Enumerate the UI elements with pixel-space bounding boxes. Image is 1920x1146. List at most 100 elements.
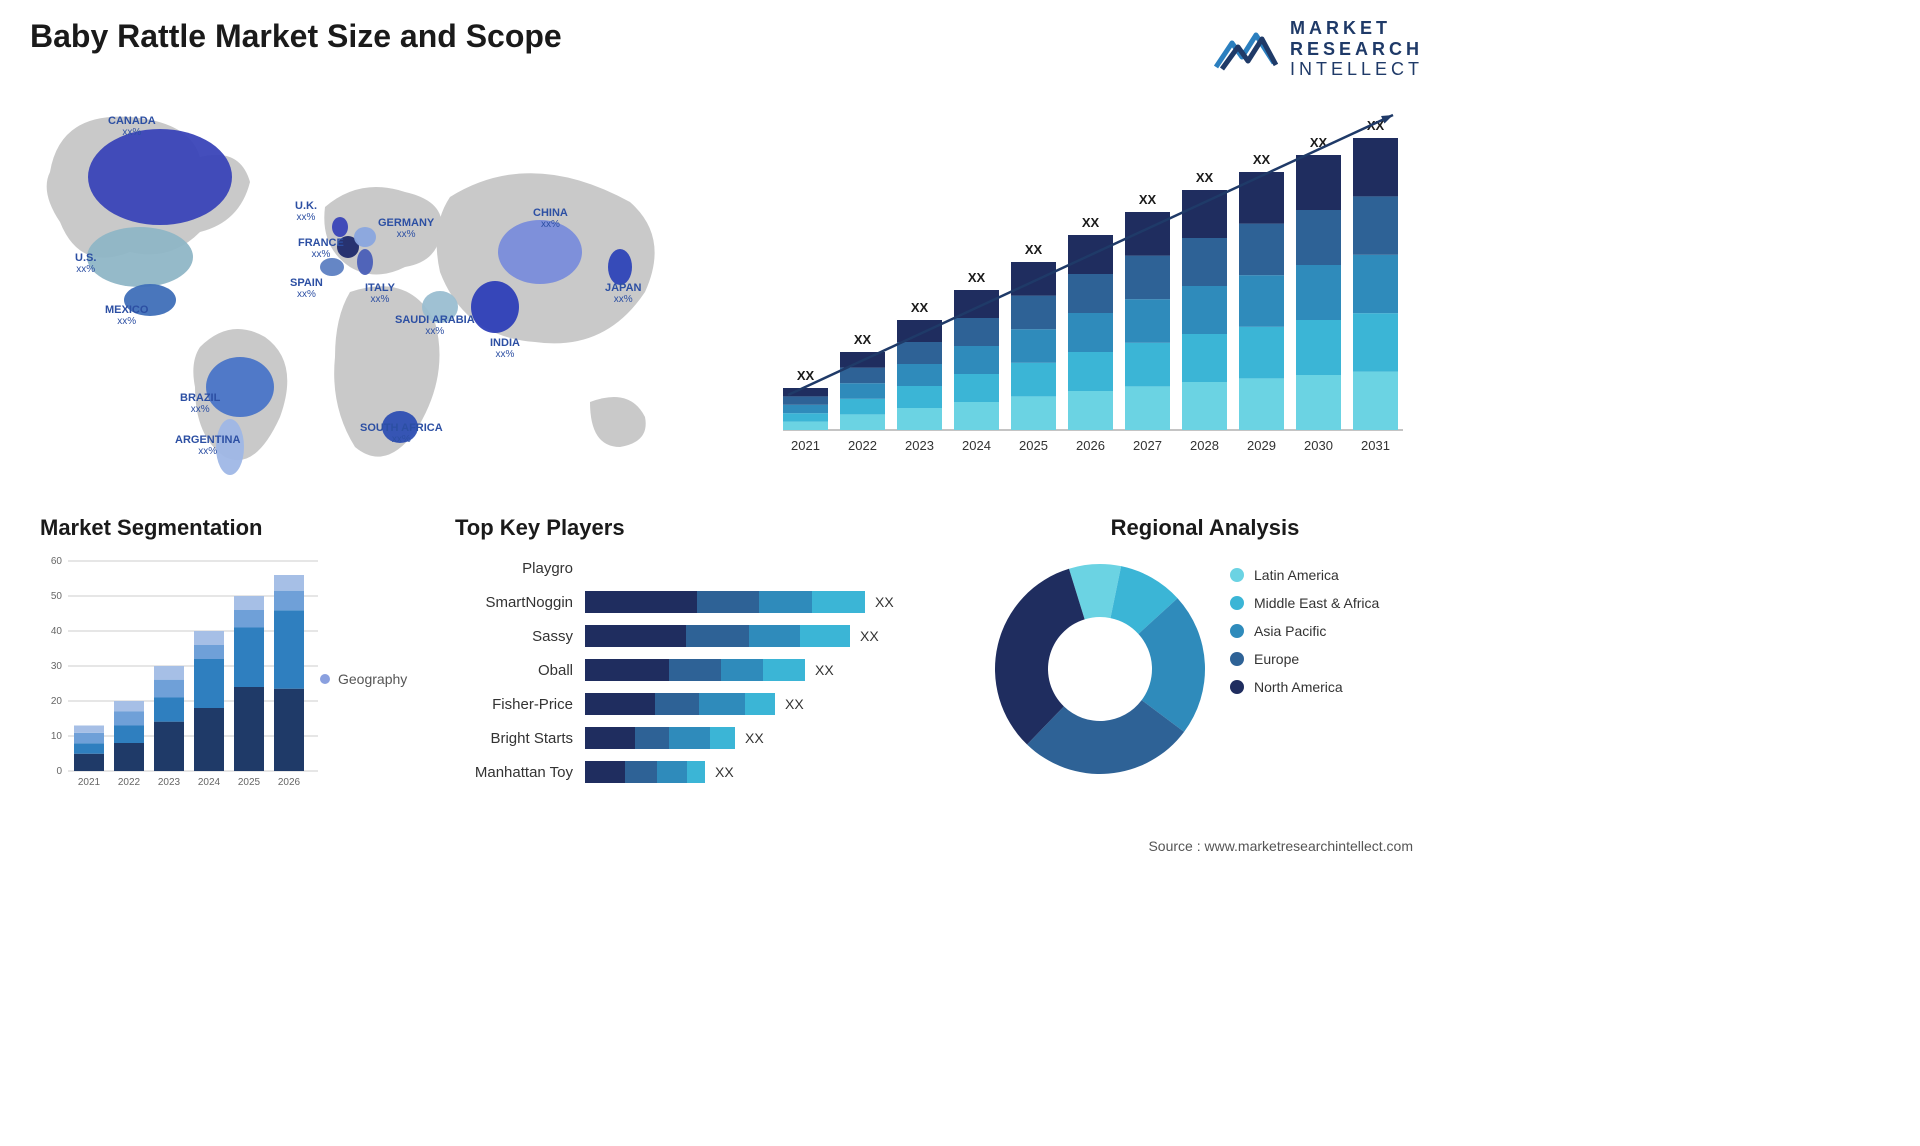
player-bar: XX bbox=[585, 659, 965, 681]
map-country-label: U.S.xx% bbox=[75, 252, 96, 275]
legend-swatch-icon bbox=[1230, 624, 1244, 638]
player-row: Sassy XX bbox=[455, 619, 965, 653]
map-country-label: MEXICOxx% bbox=[105, 304, 148, 327]
player-bar-segment bbox=[625, 761, 657, 783]
player-value-label: XX bbox=[860, 628, 879, 644]
regional-legend-label: North America bbox=[1254, 679, 1343, 695]
legend-swatch-icon bbox=[1230, 568, 1244, 582]
player-bar-segment bbox=[759, 591, 812, 613]
player-bar-segment bbox=[699, 693, 745, 715]
logo-line1: MARKET bbox=[1290, 18, 1423, 39]
svg-text:XX: XX bbox=[1139, 192, 1157, 207]
logo-line2: RESEARCH bbox=[1290, 39, 1423, 60]
svg-text:50: 50 bbox=[51, 591, 63, 602]
map-country-label: JAPANxx% bbox=[605, 282, 641, 305]
logo-mark-icon bbox=[1212, 23, 1278, 75]
logo-line3: INTELLECT bbox=[1290, 59, 1423, 80]
player-value-label: XX bbox=[785, 696, 804, 712]
svg-text:XX: XX bbox=[911, 300, 929, 315]
map-country-label: INDIAxx% bbox=[490, 337, 520, 360]
map-country-label: BRAZILxx% bbox=[180, 392, 220, 415]
svg-text:40: 40 bbox=[51, 626, 63, 637]
player-value-label: XX bbox=[875, 594, 894, 610]
legend-swatch-icon bbox=[1230, 680, 1244, 694]
player-bar-segment bbox=[745, 693, 775, 715]
regional-legend: Latin America Middle East & Africa Asia Pa… bbox=[1230, 567, 1379, 779]
player-bar-segment bbox=[657, 761, 687, 783]
svg-text:2031: 2031 bbox=[1361, 438, 1390, 453]
svg-text:2026: 2026 bbox=[278, 777, 301, 788]
svg-text:2025: 2025 bbox=[238, 777, 261, 788]
player-row: Fisher-Price XX bbox=[455, 687, 965, 721]
map-country-label: CANADAxx% bbox=[108, 115, 156, 138]
svg-text:30: 30 bbox=[51, 661, 63, 672]
player-bar-segment bbox=[585, 659, 669, 681]
key-players-list: PlaygroSmartNogginXXSassyXXOballXXFisher… bbox=[455, 551, 965, 789]
player-bar-segment bbox=[763, 659, 805, 681]
regional-legend-item: Asia Pacific bbox=[1230, 623, 1379, 639]
svg-text:XX: XX bbox=[1253, 152, 1271, 167]
player-bar-segment bbox=[585, 625, 686, 647]
player-bar-segment bbox=[686, 625, 750, 647]
segmentation-legend-label: Geography bbox=[338, 671, 407, 687]
legend-swatch-icon bbox=[1230, 596, 1244, 610]
source-attribution: Source : www.marketresearchintellect.com bbox=[1148, 838, 1413, 854]
svg-text:60: 60 bbox=[51, 556, 63, 567]
player-bar-segment bbox=[635, 727, 670, 749]
map-country-label: SPAINxx% bbox=[290, 277, 323, 300]
legend-swatch-icon bbox=[320, 674, 330, 684]
player-bar-segment bbox=[721, 659, 763, 681]
svg-text:0: 0 bbox=[56, 766, 62, 777]
svg-text:2026: 2026 bbox=[1076, 438, 1105, 453]
map-country-label: CHINAxx% bbox=[533, 207, 568, 230]
map-country-label: GERMANYxx% bbox=[378, 217, 434, 240]
svg-text:2022: 2022 bbox=[118, 777, 141, 788]
svg-text:2023: 2023 bbox=[158, 777, 181, 788]
player-value-label: XX bbox=[745, 730, 764, 746]
regional-legend-item: Latin America bbox=[1230, 567, 1379, 583]
regional-legend-label: Middle East & Africa bbox=[1254, 595, 1379, 611]
player-name-label: Bright Starts bbox=[455, 730, 585, 747]
player-row: Oball XX bbox=[455, 653, 965, 687]
player-bar-segment bbox=[585, 761, 625, 783]
player-name-label: Playgro bbox=[455, 560, 585, 577]
svg-text:20: 20 bbox=[51, 696, 63, 707]
svg-text:2022: 2022 bbox=[848, 438, 877, 453]
player-bar-segment bbox=[812, 591, 865, 613]
player-bar-segment bbox=[697, 591, 759, 613]
regional-legend-label: Europe bbox=[1254, 651, 1299, 667]
player-bar: XX bbox=[585, 625, 965, 647]
svg-text:XX: XX bbox=[797, 368, 815, 383]
segmentation-title: Market Segmentation bbox=[40, 515, 440, 541]
svg-text:2027: 2027 bbox=[1133, 438, 1162, 453]
svg-text:XX: XX bbox=[1082, 215, 1100, 230]
player-bar-segment bbox=[669, 659, 722, 681]
segmentation-legend: Geography bbox=[320, 671, 407, 687]
svg-text:2023: 2023 bbox=[905, 438, 934, 453]
regional-donut-chart bbox=[990, 559, 1210, 779]
player-name-label: Manhattan Toy bbox=[455, 764, 585, 781]
regional-legend-item: Middle East & Africa bbox=[1230, 595, 1379, 611]
player-bar-segment bbox=[710, 727, 736, 749]
player-name-label: Oball bbox=[455, 662, 585, 679]
player-name-label: SmartNoggin bbox=[455, 594, 585, 611]
key-players-section: Top Key Players PlaygroSmartNogginXXSass… bbox=[455, 515, 965, 789]
player-bar-segment bbox=[687, 761, 705, 783]
regional-legend-label: Asia Pacific bbox=[1254, 623, 1326, 639]
player-bar: XX bbox=[585, 591, 965, 613]
player-name-label: Fisher-Price bbox=[455, 696, 585, 713]
segmentation-section: Market Segmentation 01020304050602021202… bbox=[40, 515, 440, 796]
player-value-label: XX bbox=[815, 662, 834, 678]
key-players-title: Top Key Players bbox=[455, 515, 965, 541]
legend-swatch-icon bbox=[1230, 652, 1244, 666]
player-bar-segment bbox=[669, 727, 710, 749]
map-country-label: SAUDI ARABIAxx% bbox=[395, 314, 475, 337]
player-bar-segment bbox=[749, 625, 799, 647]
svg-text:10: 10 bbox=[51, 731, 63, 742]
svg-text:2029: 2029 bbox=[1247, 438, 1276, 453]
map-country-label: U.K.xx% bbox=[295, 200, 317, 223]
regional-title: Regional Analysis bbox=[990, 515, 1420, 541]
player-name-label: Sassy bbox=[455, 628, 585, 645]
logo-text: MARKET RESEARCH INTELLECT bbox=[1290, 18, 1423, 80]
svg-text:2030: 2030 bbox=[1304, 438, 1333, 453]
